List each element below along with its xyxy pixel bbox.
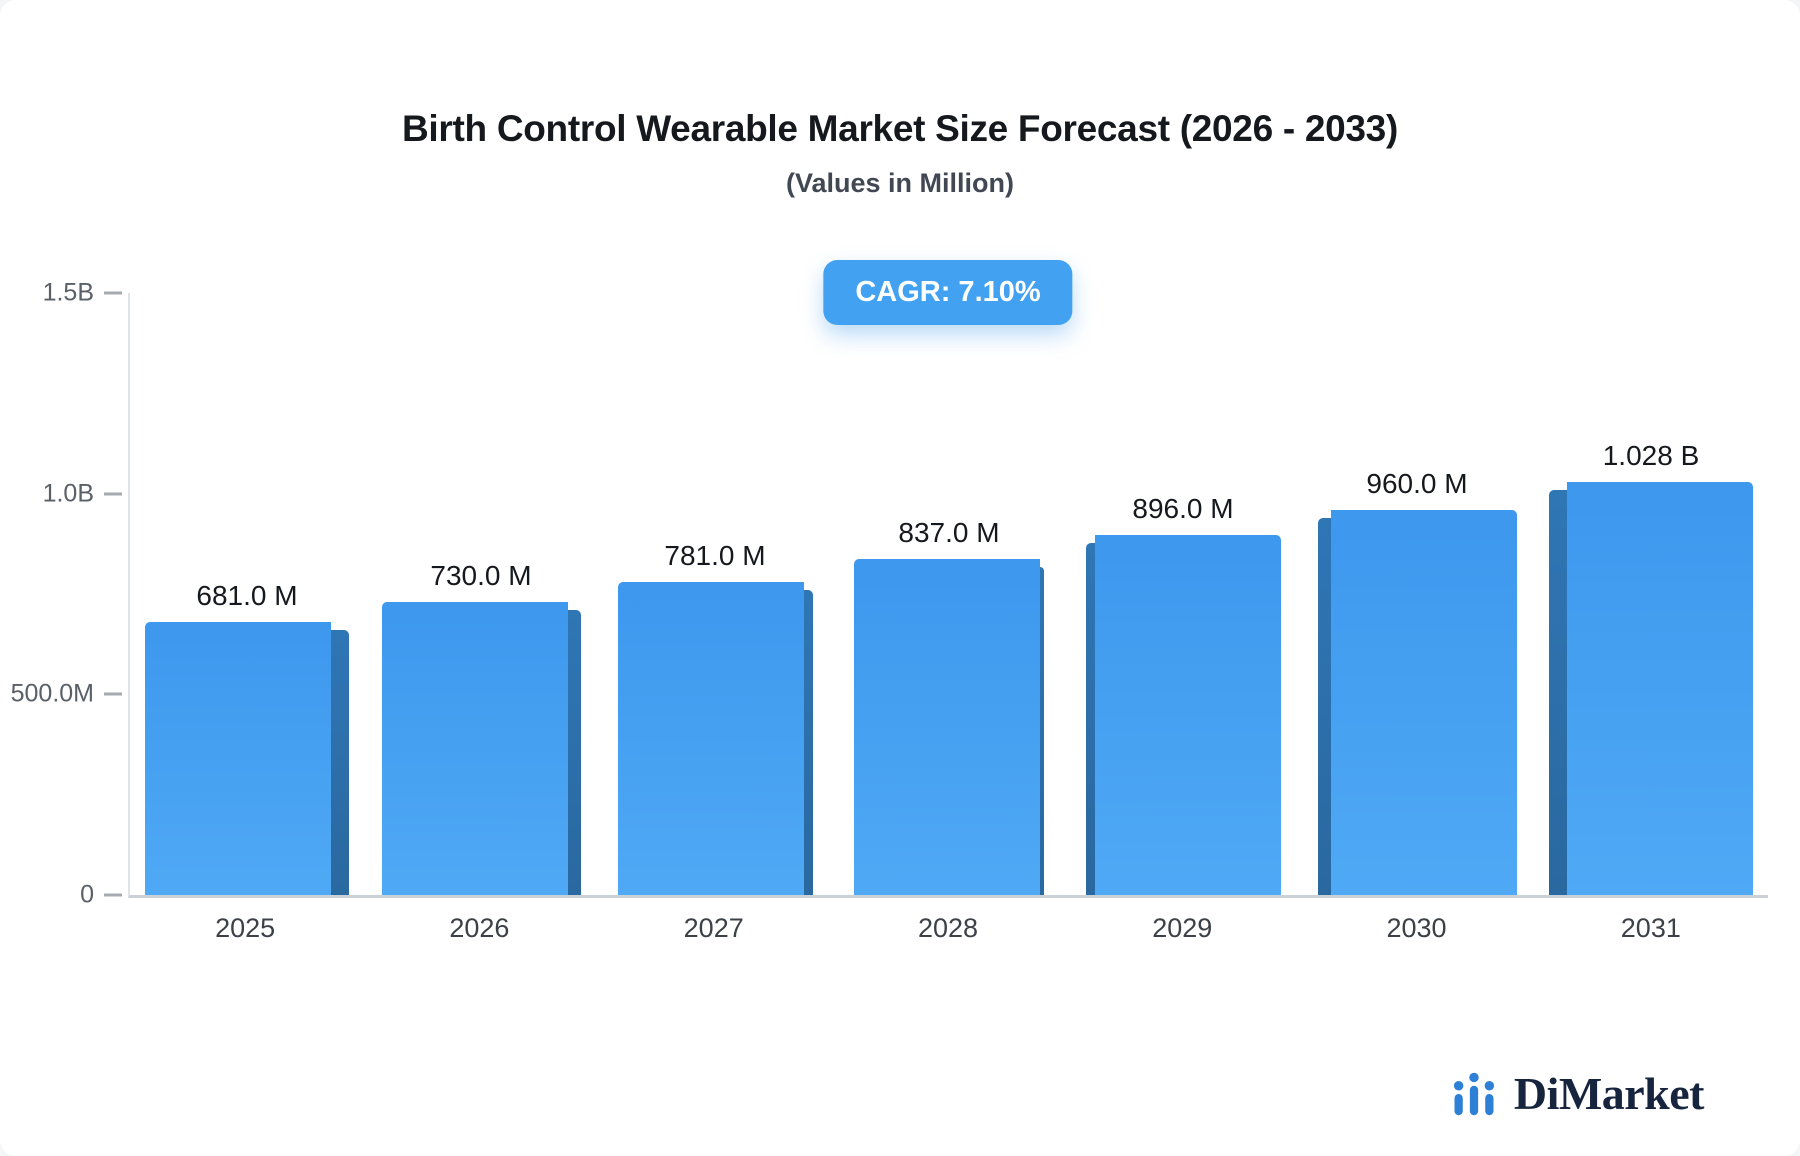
chart-subtitle: (Values in Million) [785, 168, 1015, 198]
bar-side-face [1040, 567, 1044, 895]
bar-side-face [803, 590, 813, 895]
bar-value-label: 960.0 M [1366, 468, 1468, 499]
y-axis-tick-mark [104, 692, 122, 696]
bar-side-face [567, 610, 581, 895]
x-axis-label: 2030 [1386, 913, 1447, 943]
bar-side-face [1317, 518, 1331, 895]
bar-shape [145, 622, 349, 895]
bar-value-label: 1.028 B [1602, 440, 1700, 471]
bar-slot: 730.0 M [364, 293, 598, 895]
bar-shape [1085, 535, 1281, 895]
y-axis-tick-mark [104, 893, 122, 897]
bar-value-label: 730.0 M [430, 560, 532, 591]
y-axis-tick-label: 500.0M [10, 679, 94, 708]
plot-area: 0 500.0M 1.0B 1.5B 681.0 M 730.0 M 781.0 M 837.… [11, 279, 1768, 909]
bar-front-face [617, 582, 804, 895]
bar-front-face [381, 602, 568, 895]
bar-chart-icon [1448, 1068, 1500, 1120]
bar-2025: 681.0 M [145, 580, 349, 895]
bar-slot: 681.0 M [130, 293, 364, 895]
bar-value-label: 837.0 M [898, 517, 1000, 548]
bar-side-face [1085, 543, 1095, 895]
x-axis-labels: 2025 2026 2027 2028 2029 2030 2031 [128, 913, 1768, 944]
x-axis-label: 2028 [917, 913, 979, 943]
brand-logo: DiMarket [1448, 1067, 1705, 1120]
bar-shape [1317, 510, 1517, 895]
bar-slot: 1.028 B [1534, 293, 1768, 895]
bar-shape [1549, 482, 1753, 895]
bar-slot: 896.0 M [1066, 293, 1300, 895]
y-axis-tick-mark [104, 492, 122, 496]
bar-2027: 781.0 M [617, 540, 813, 895]
y-axis-tick-label: 1.0B [42, 479, 94, 508]
bar-slot: 960.0 M [1300, 293, 1534, 895]
bar-value-label: 781.0 M [664, 540, 766, 571]
bar-shape [854, 559, 1044, 895]
bar-2029: 896.0 M [1085, 493, 1281, 895]
x-axis-label: 2026 [449, 913, 510, 943]
brand-logo-text: DiMarket [1513, 1068, 1705, 1119]
bar-2031: 1.028 B [1549, 440, 1753, 895]
bar-2026: 730.0 M [381, 560, 581, 895]
y-axis-tick: 0 [80, 881, 130, 910]
chart-title: Birth Control Wearable Market Size Forec… [402, 108, 1398, 149]
bar-shape [381, 602, 581, 895]
y-axis-tick-label: 1.5B [42, 278, 94, 307]
bar-2030: 960.0 M [1317, 468, 1517, 895]
bar-2028: 837.0 M [854, 517, 1044, 895]
bar-value-label: 896.0 M [1132, 493, 1234, 524]
y-axis-tick: 1.5B [43, 279, 130, 308]
x-axis-label: 2027 [683, 913, 744, 943]
bar-slot: 781.0 M [598, 293, 832, 895]
bar-shape [617, 582, 813, 895]
bar-slot: 837.0 M [832, 293, 1066, 895]
bar-chart: 0 500.0M 1.0B 1.5B 681.0 M 730.0 M 781.0 M 837.… [11, 279, 1768, 943]
bar-side-face [1549, 490, 1567, 895]
bar-front-face [854, 559, 1040, 895]
bar-front-face [1094, 535, 1281, 895]
x-axis-label: 2025 [215, 913, 276, 943]
bar-side-face [331, 630, 349, 895]
y-axis-tick: 1.0B [43, 479, 130, 508]
bar-front-face [1330, 510, 1517, 895]
y-axis-tick-label: 0 [80, 880, 94, 909]
x-axis-label: 2029 [1152, 913, 1213, 943]
y-axis-tick-mark [104, 291, 122, 295]
x-axis-label: 2031 [1620, 913, 1681, 943]
y-axis-tick: 500.0M [11, 680, 130, 709]
bar-front-face [145, 622, 331, 895]
bar-value-label: 681.0 M [196, 580, 298, 611]
cagr-badge: CAGR: 7.10% [823, 260, 1073, 325]
bar-front-face [1567, 482, 1753, 895]
